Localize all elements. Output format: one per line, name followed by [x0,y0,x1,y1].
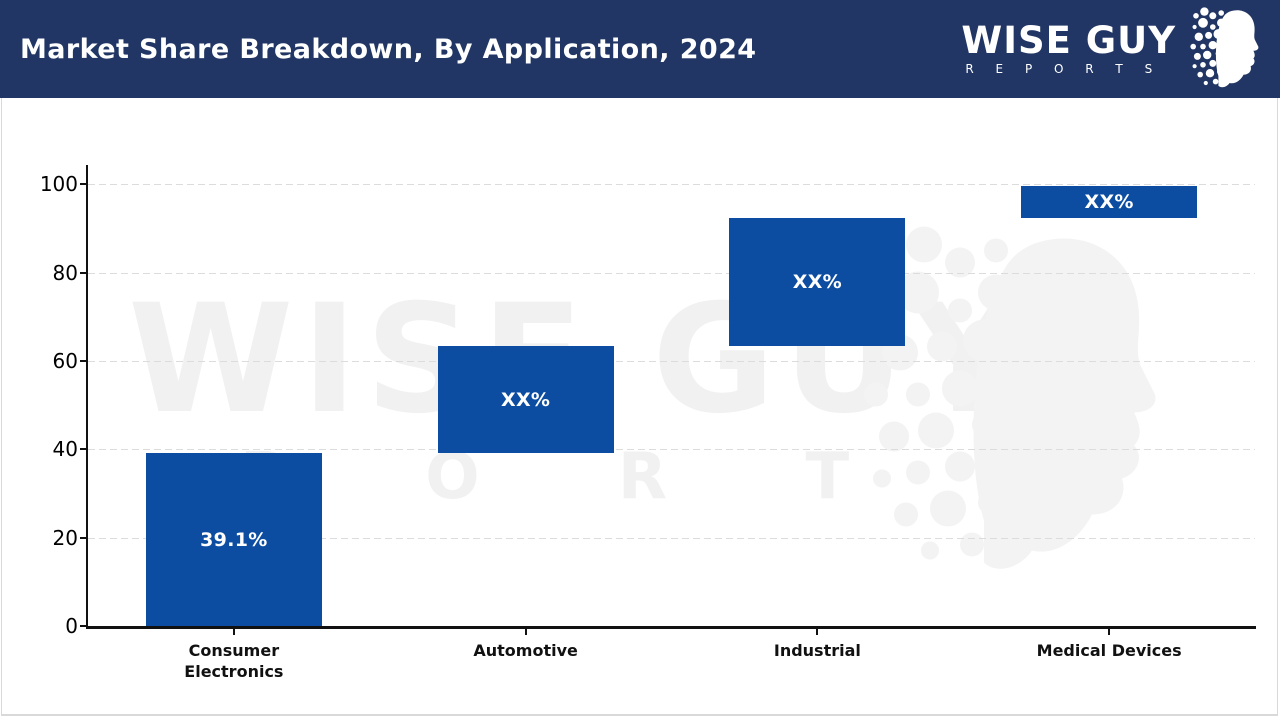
y-tick-mark-80 [80,271,88,274]
page-border-left [1,98,2,716]
y-tick-label-60: 60 [52,348,78,373]
bar-value-label-automotive: XX% [501,388,551,411]
gridline-100 [88,184,1255,186]
x-category-label-industrial: Industrial [773,641,861,660]
y-tick-mark-20 [80,536,88,539]
y-tick-mark-100 [80,183,88,186]
x-category-label-medical-devices: Medical Devices [1036,641,1182,660]
y-tick-mark-0 [80,625,88,627]
watermark-text-sub: P O R T S [240,440,1092,514]
y-tick-mark-40 [80,448,88,451]
gridline-80 [88,272,1255,274]
bar-automotive: XX% [437,346,614,454]
bar-value-label-industrial: XX% [792,271,842,294]
logo-wordmark-main: WISE GUY [961,18,1176,62]
x-tick-mark-industrial [816,629,819,635]
bar-consumer-electronics: 39.1% [145,453,322,626]
y-tick-mark-60 [80,359,88,362]
wiseguy-logo: WISE GUY R E P O R T S [961,6,1266,90]
bar-industrial: XX% [729,217,906,347]
gridline-60 [88,360,1255,362]
logo-wordmark: WISE GUY R E P O R T S [961,18,1176,76]
x-tick-mark-medical-devices [1108,629,1111,635]
header-bar: Market Share Breakdown, By Application, … [0,0,1280,98]
y-tick-label-40: 40 [52,437,78,462]
y-tick-label-80: 80 [52,260,78,285]
bar-medical-devices: XX% [1021,185,1198,218]
y-tick-label-100: 100 [39,172,78,197]
y-tick-label-20: 20 [52,525,78,550]
gridline-40 [88,449,1255,451]
page-border-right [1277,98,1278,716]
bar-value-label-medical-devices: XX% [1084,190,1134,213]
x-category-label-consumer-electronics: Consumer Electronics [184,641,284,681]
x-tick-mark-automotive [524,629,527,635]
chart-title: Market Share Breakdown, By Application, … [20,33,757,65]
y-tick-label-0: 0 [65,614,78,638]
x-tick-mark-consumer-electronics [232,629,235,635]
logo-wordmark-sub: R E P O R T S [965,61,1162,76]
y-axis-spine [86,165,88,628]
page-border-bottom [1,714,1278,716]
x-axis-spine [86,626,1256,629]
gridline-20 [88,537,1255,539]
bar-value-label-consumer-electronics: 39.1% [200,528,268,551]
x-category-label-automotive: Automotive [473,641,578,660]
